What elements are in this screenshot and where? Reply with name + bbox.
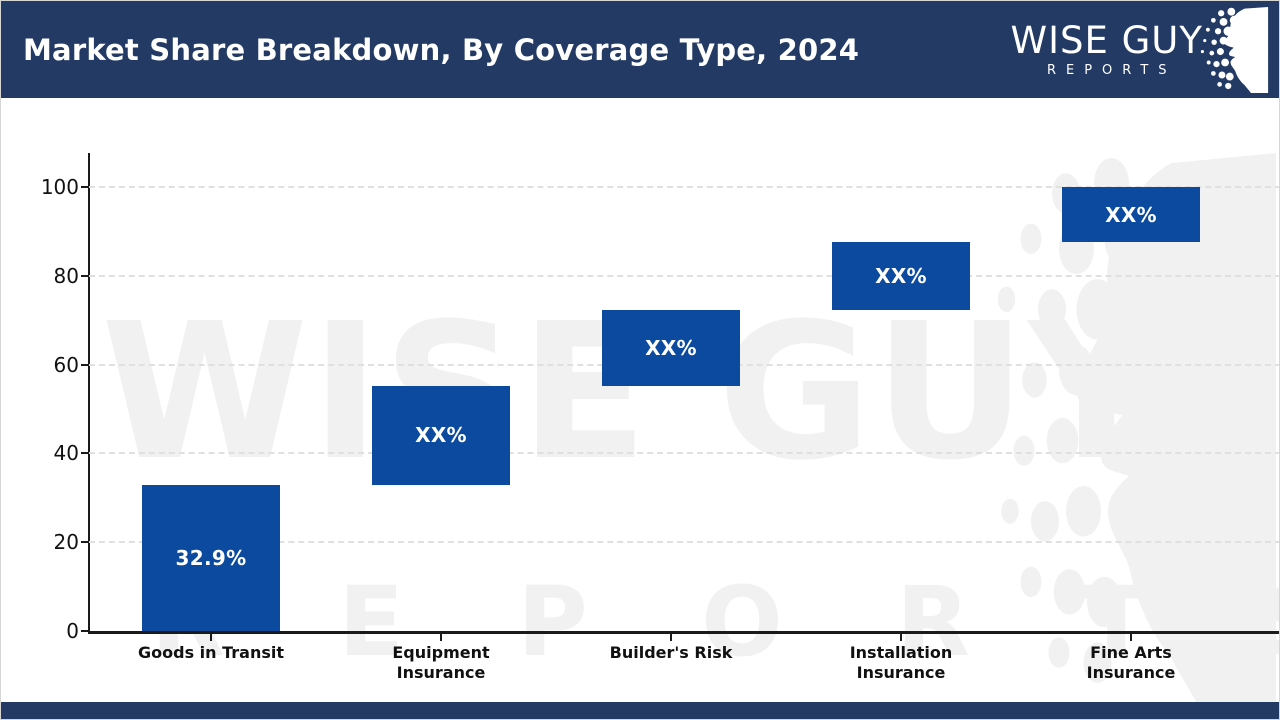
x-axis-category-label: Equipment Insurance	[326, 643, 556, 683]
y-axis-tick-label: 20	[53, 530, 79, 555]
x-axis-category-label: Fine Arts Insurance	[1016, 643, 1246, 683]
category-label-line: Equipment	[392, 643, 490, 662]
y-axis-tick	[81, 186, 89, 188]
y-axis-tick-label: 80	[53, 263, 79, 288]
x-axis-tick	[1130, 631, 1132, 641]
category-label-line: Goods in Transit	[138, 643, 284, 662]
category-label-line: Insurance	[396, 663, 486, 682]
bar-value-label: XX%	[1105, 202, 1157, 227]
bar-value-label: XX%	[415, 423, 467, 448]
x-axis-category-label: Goods in Transit	[96, 643, 326, 663]
category-label-line: Insurance	[856, 663, 946, 682]
bar-segment: XX%	[372, 385, 510, 485]
bar-segment: 32.9%	[142, 484, 280, 631]
wiseguy-logo-text: WISE GUY REPORTS	[1010, 19, 1203, 78]
y-axis-tick-label: 40	[53, 441, 79, 466]
x-axis-tick	[210, 631, 212, 641]
x-axis-tick	[440, 631, 442, 641]
gridline	[89, 541, 1279, 544]
wiseguy-head-icon	[1200, 7, 1269, 93]
x-axis-tick	[900, 631, 902, 641]
bar-value-label: XX%	[875, 263, 927, 288]
x-axis-category-label: Builder's Risk	[556, 643, 786, 663]
footer-bar	[1, 702, 1279, 719]
y-axis-tick	[81, 363, 89, 366]
y-axis-tick	[81, 630, 89, 632]
gridline	[89, 274, 1279, 277]
category-label-line: Installation	[849, 643, 953, 662]
y-axis-tick-label: 0	[66, 619, 79, 643]
x-axis-tick	[670, 631, 672, 641]
logo-wordmark: WISE GUY	[1010, 19, 1203, 63]
y-axis-tick-label: 60	[53, 352, 79, 377]
bar-segment: XX%	[832, 242, 970, 310]
bar-value-label: XX%	[645, 335, 697, 360]
gridline	[89, 452, 1279, 455]
category-label-line: Insurance	[1086, 663, 1176, 682]
header-bar: Market Share Breakdown, By Coverage Type…	[1, 1, 1279, 98]
y-axis-line	[88, 153, 90, 633]
bar-segment: XX%	[1062, 187, 1200, 243]
y-axis-tick	[81, 274, 89, 277]
bar-value-label: 32.9%	[175, 545, 247, 570]
y-axis-tick	[81, 452, 89, 455]
wiseguy-logo: WISE GUY REPORTS	[1011, 5, 1269, 95]
bar-segment: XX%	[602, 309, 740, 386]
gridline	[89, 186, 1279, 188]
plot-region: WISE GUY R E P O R T S 0 20 40 60 80 100 32.9%…	[1, 98, 1279, 702]
category-label-line: Builder's Risk	[609, 643, 733, 662]
chart-title: Market Share Breakdown, By Coverage Type…	[23, 32, 860, 67]
category-label-line: Fine Arts	[1090, 643, 1172, 662]
logo-subtitle: REPORTS	[1046, 62, 1177, 78]
y-axis-tick-label: 100	[40, 175, 79, 199]
y-axis-tick	[81, 541, 89, 544]
x-axis-category-label: Installation Insurance	[786, 643, 1016, 683]
x-axis-line	[88, 631, 1279, 634]
